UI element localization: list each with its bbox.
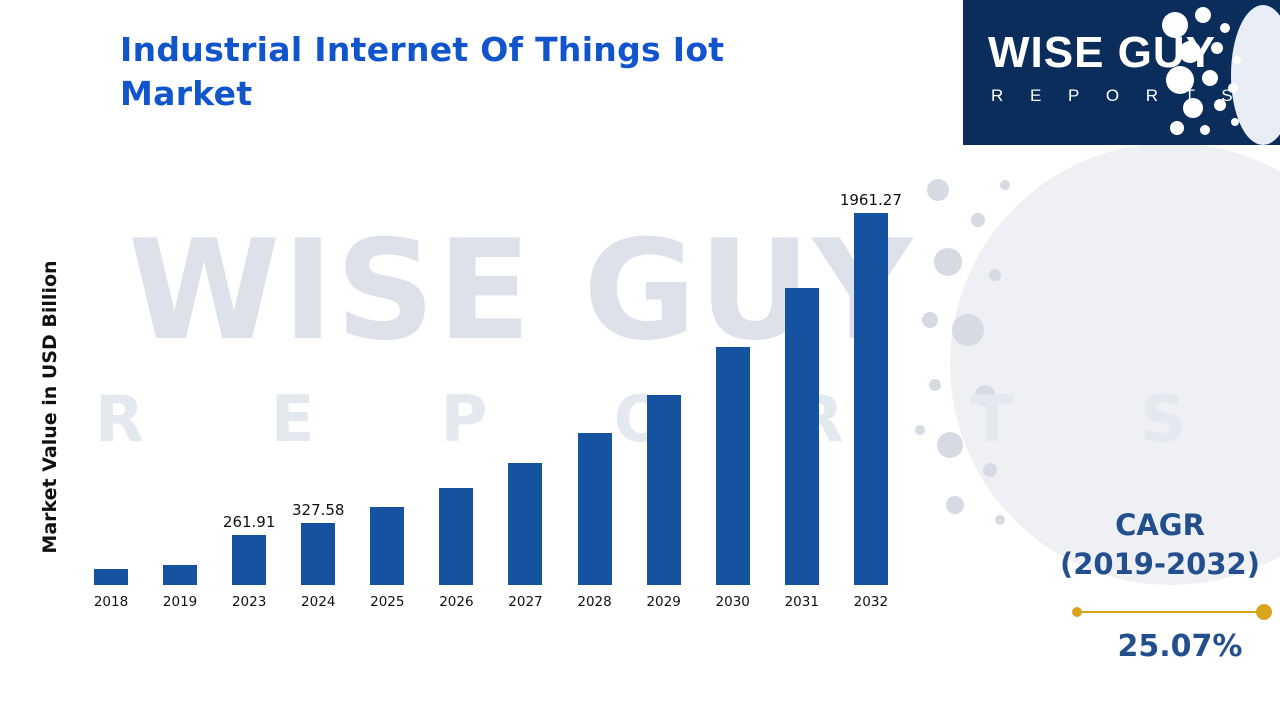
bar-2030 (715, 347, 750, 585)
cagr-value: 25.07% (1117, 629, 1243, 664)
dotted-face-profile-icon (1162, 5, 1280, 145)
x-tick-label-2031: 2031 (784, 594, 819, 610)
gold-dot-large (1256, 604, 1272, 620)
watermark-wiseguy-text: WISE GUY (128, 210, 915, 371)
bar-2019 (163, 565, 198, 585)
logo-reports-text: R E P O R T S (991, 86, 1244, 105)
bar-group-2028: 2028 (562, 411, 628, 614)
bar-group-2030: 2030 (700, 325, 766, 614)
bar-2032 (853, 213, 888, 585)
bar-2023 (232, 535, 267, 585)
y-axis-label: Market Value in USD Billion (39, 260, 61, 554)
bar-chart: 2018 2019 261.91 2023 327.58 2024 2025 2026 2027… (78, 180, 904, 614)
bar-group-2024: 327.58 2024 (285, 501, 351, 614)
bar-2029 (646, 395, 681, 585)
cagr-label-text: CAGR (1115, 508, 1205, 542)
bar-value-label-2032: 1961.27 (839, 191, 902, 209)
x-tick-label-2029: 2029 (646, 594, 681, 610)
bar-group-2026: 2026 (423, 466, 489, 614)
bar-group-2032: 1961.27 2032 (838, 191, 904, 614)
bar-group-2029: 2029 (631, 373, 697, 614)
watermark-reports-text: R E P O R T S (95, 383, 1239, 457)
x-tick-label-2027: 2027 (508, 594, 543, 610)
cagr-divider-line (1072, 603, 1272, 621)
bar-group-2023: 261.91 2023 (216, 513, 282, 614)
bar-2028 (577, 433, 612, 585)
wise-guy-reports-logo: WISE GUY R E P O R T S (963, 0, 1280, 145)
cagr-range-text: (2019-2032) (1060, 547, 1260, 581)
bar-2024 (301, 523, 336, 585)
x-tick-label-2028: 2028 (577, 594, 612, 610)
bar-group-2031: 2031 (769, 266, 835, 614)
x-tick-label-2019: 2019 (162, 594, 198, 610)
dot-pattern (915, 179, 1010, 525)
x-tick-label-2030: 2030 (715, 594, 750, 610)
chart-title: Industrial Internet Of Things Iot Market (120, 28, 840, 116)
bar-2031 (784, 288, 819, 585)
gold-rule (1077, 611, 1262, 613)
bar-group-2018: 2018 (78, 547, 144, 614)
bar-2025 (370, 507, 405, 585)
bar-2018 (94, 569, 128, 585)
bar-2027 (508, 463, 543, 585)
x-tick-label-2025: 2025 (370, 594, 405, 610)
x-tick-label-2024: 2024 (301, 594, 336, 610)
cagr-label: CAGR (2019-2032) (1040, 506, 1280, 584)
bar-value-label-2024: 327.58 (291, 501, 345, 519)
bar-2026 (439, 488, 474, 585)
x-tick-label-2026: 2026 (439, 594, 474, 610)
bar-value-label-2023: 261.91 (222, 513, 276, 531)
chart-title-line1: Industrial Internet Of Things Iot (120, 30, 725, 69)
bar-group-2025: 2025 (354, 485, 420, 614)
bar-group-2019: 2019 (147, 543, 213, 614)
logo-wiseguy-text: WISE GUY (988, 28, 1217, 77)
bar-group-2027: 2027 (492, 441, 558, 614)
x-tick-label-2032: 2032 (853, 594, 889, 610)
x-tick-label-2018: 2018 (93, 594, 129, 610)
chart-title-line2: Market (120, 74, 253, 113)
x-tick-label-2023: 2023 (231, 594, 267, 610)
